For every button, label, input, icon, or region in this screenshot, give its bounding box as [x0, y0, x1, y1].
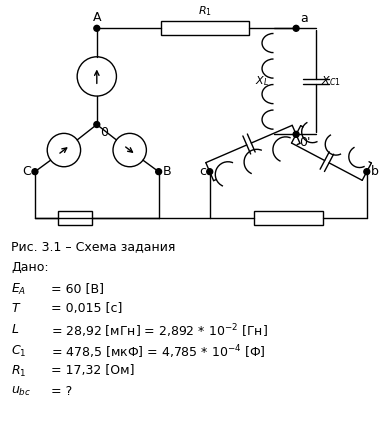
Text: c: c: [199, 165, 206, 178]
Text: = 60 [В]: = 60 [В]: [51, 282, 104, 295]
Text: $E_A$: $E_A$: [11, 282, 27, 297]
Text: $T$: $T$: [11, 302, 22, 315]
Text: = ?: = ?: [51, 385, 72, 398]
Text: 0': 0': [299, 136, 310, 150]
Text: b: b: [371, 165, 379, 178]
Bar: [161, 21, 249, 35]
Circle shape: [94, 121, 100, 127]
Text: C: C: [22, 165, 31, 178]
Circle shape: [293, 131, 299, 138]
Circle shape: [156, 169, 161, 174]
Circle shape: [364, 169, 370, 174]
Text: = 0,015 [с]: = 0,015 [с]: [51, 302, 122, 315]
Text: $L$: $L$: [11, 323, 20, 336]
Text: 0: 0: [100, 126, 108, 139]
Bar: [57, 211, 92, 225]
Text: = 17,32 [Ом]: = 17,32 [Ом]: [51, 364, 134, 377]
Text: $X_L$: $X_L$: [255, 74, 268, 88]
Text: $C_1$: $C_1$: [11, 344, 27, 359]
Text: a: a: [300, 12, 308, 25]
Text: Дано:: Дано:: [11, 261, 49, 274]
Text: Рис. 3.1 – Схема задания: Рис. 3.1 – Схема задания: [11, 240, 176, 253]
Circle shape: [94, 25, 100, 31]
Circle shape: [207, 169, 213, 174]
Text: = 478,5 [мкФ] = 4,785 * 10$^{-4}$ [Ф]: = 478,5 [мкФ] = 4,785 * 10$^{-4}$ [Ф]: [51, 344, 265, 361]
Text: = 28,92 [мГн] = 2,892 * 10$^{-2}$ [Гн]: = 28,92 [мГн] = 2,892 * 10$^{-2}$ [Гн]: [51, 323, 267, 340]
Text: $R_1$: $R_1$: [198, 4, 212, 17]
Text: $u_{bc}$: $u_{bc}$: [11, 385, 31, 398]
Text: $R_1$: $R_1$: [11, 364, 27, 379]
Bar: [254, 211, 322, 225]
Circle shape: [293, 25, 299, 31]
Text: $X_{C1}$: $X_{C1}$: [320, 74, 340, 88]
Text: A: A: [93, 12, 101, 24]
Circle shape: [32, 169, 38, 174]
Text: B: B: [163, 165, 171, 178]
